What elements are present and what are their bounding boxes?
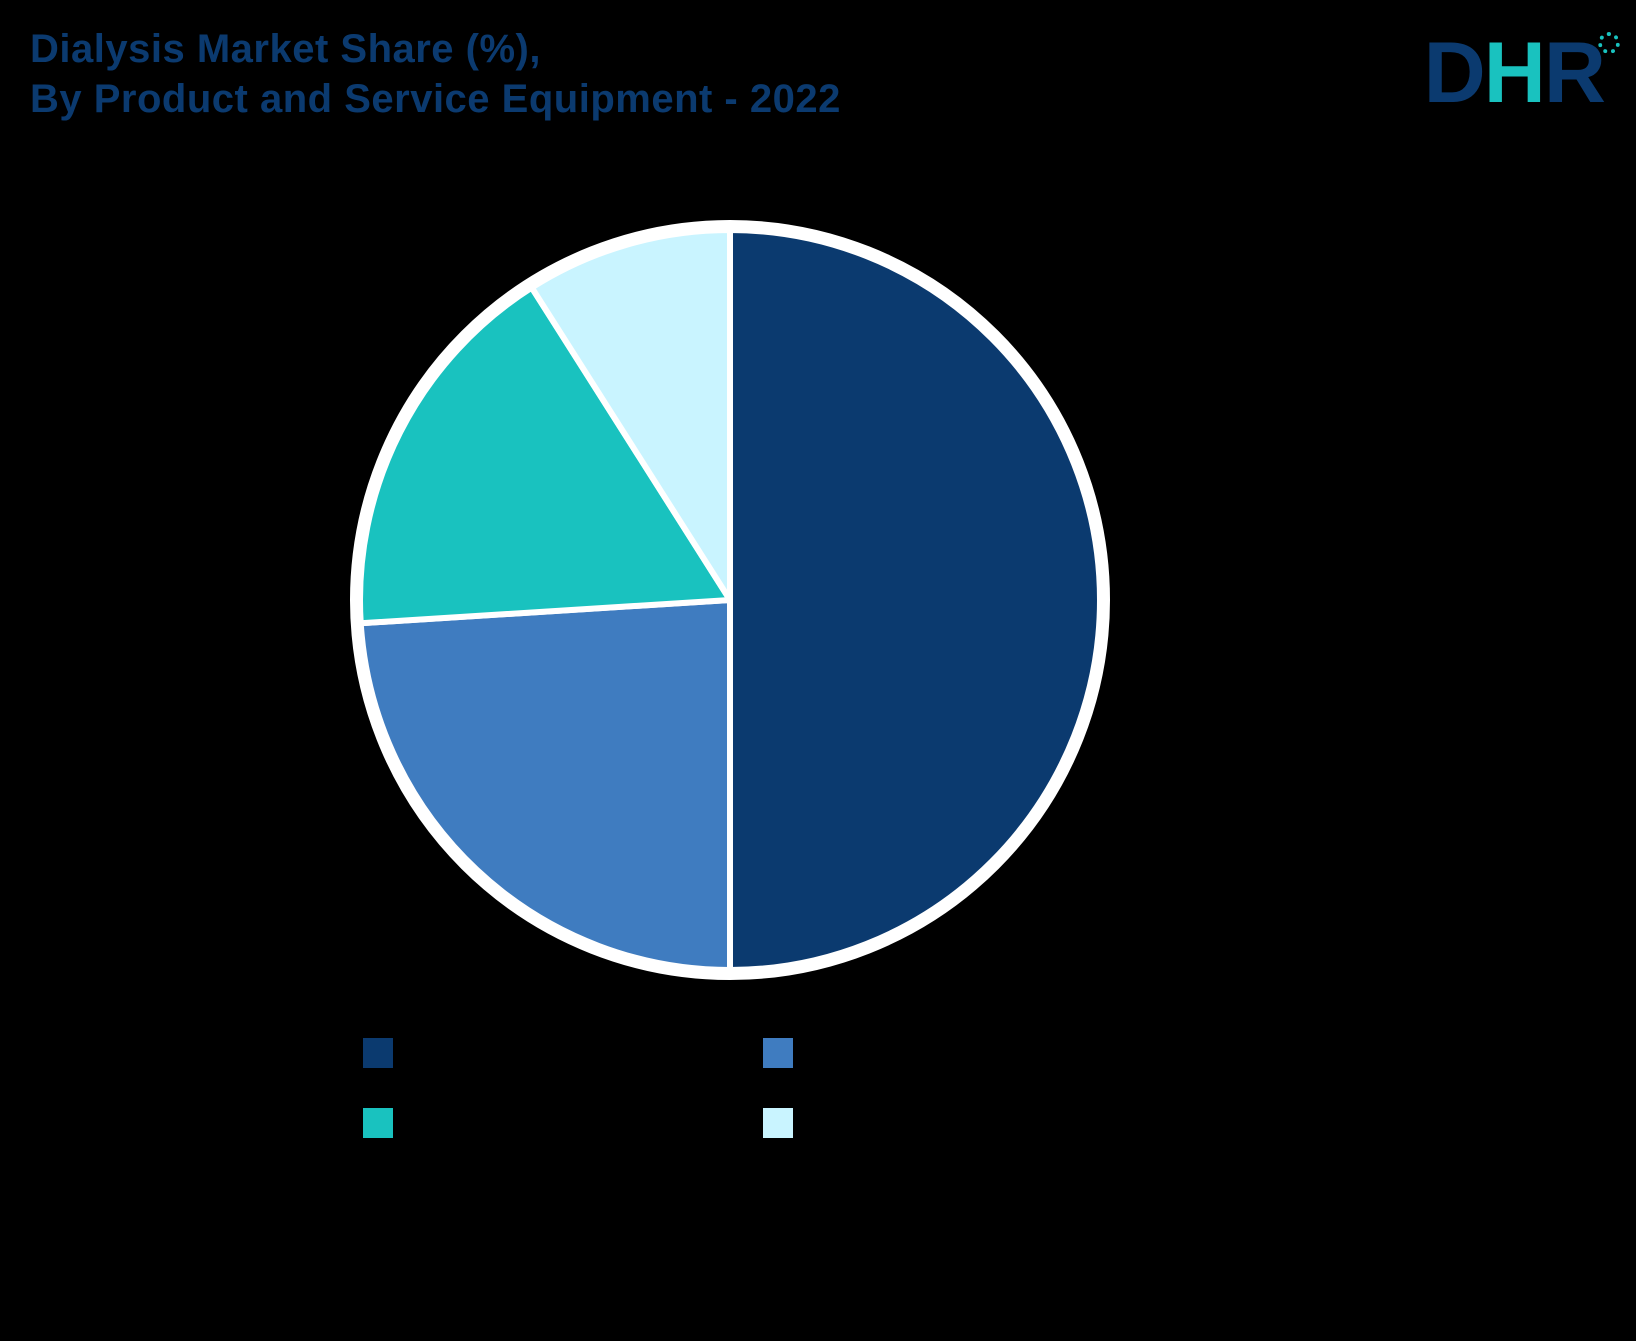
legend-item-2: Segment C bbox=[360, 1105, 720, 1141]
logo-letter-r-char: R bbox=[1544, 25, 1606, 121]
chart-legend: Segment A Segment B Segment C Segment D bbox=[360, 1035, 1120, 1141]
logo-letter-h: H bbox=[1484, 30, 1538, 116]
chart-container: Dialysis Market Share (%), By Product an… bbox=[0, 0, 1636, 1341]
gear-icon bbox=[1598, 32, 1620, 54]
legend-item-1: Segment B bbox=[760, 1035, 1120, 1071]
brand-logo: D H R bbox=[1376, 18, 1606, 128]
pie-slice-1 bbox=[361, 600, 730, 970]
legend-item-3: Segment D bbox=[760, 1105, 1120, 1141]
legend-swatch-1 bbox=[760, 1035, 796, 1071]
pie-chart bbox=[350, 220, 1110, 980]
logo-letter-r: R bbox=[1544, 30, 1606, 116]
pie-chart-svg bbox=[350, 220, 1110, 980]
title-line-2: By Product and Service Equipment - 2022 bbox=[30, 77, 841, 121]
logo-letter-d: D bbox=[1424, 30, 1478, 116]
legend-item-0: Segment A bbox=[360, 1035, 720, 1071]
legend-swatch-3 bbox=[760, 1105, 796, 1141]
pie-slice-0 bbox=[730, 230, 1100, 970]
title-line-1: Dialysis Market Share (%), bbox=[30, 27, 541, 71]
legend-swatch-0 bbox=[360, 1035, 396, 1071]
chart-title: Dialysis Market Share (%), By Product an… bbox=[30, 24, 841, 124]
legend-swatch-2 bbox=[360, 1105, 396, 1141]
